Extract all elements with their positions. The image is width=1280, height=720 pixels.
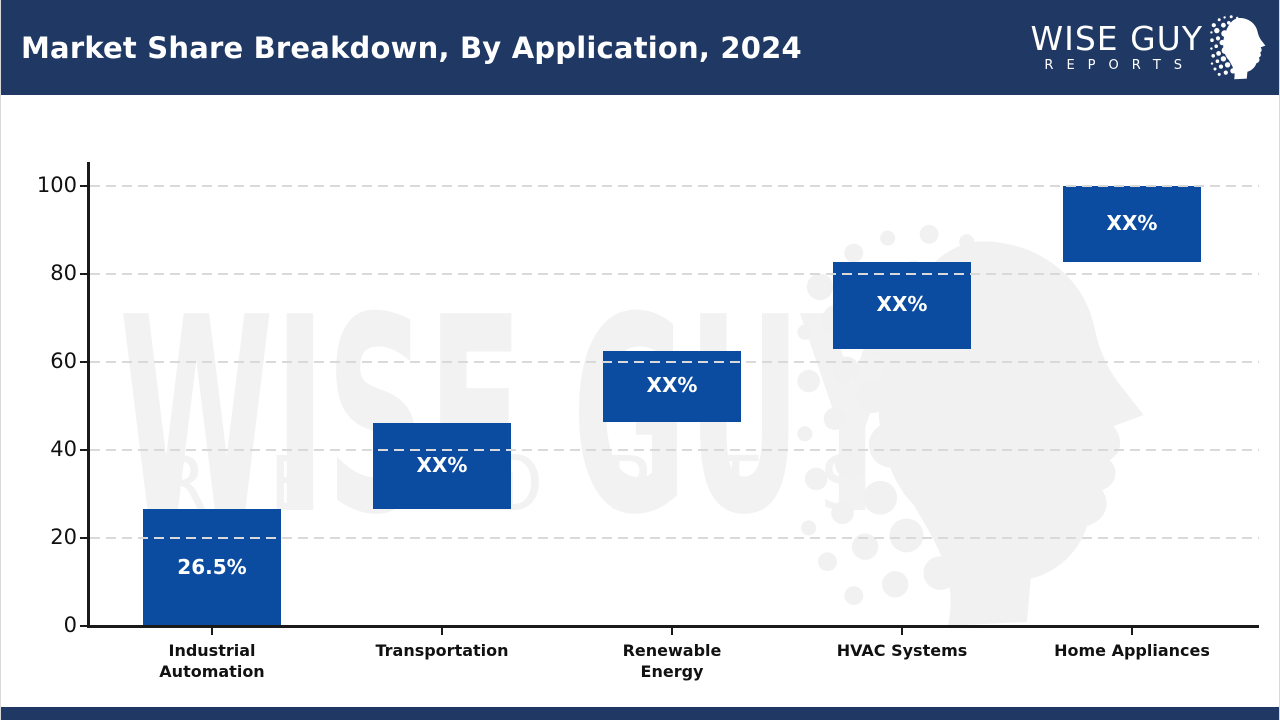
logo-wordmark: WISE GUY [1030, 19, 1203, 58]
y-gridline [90, 185, 1259, 187]
x-axis-category-label: Industrial Automation [159, 641, 265, 681]
wiseguy-logo: WISE GUY REPORTS [1030, 6, 1269, 90]
y-axis-line [87, 162, 90, 628]
y-tick [80, 625, 87, 627]
x-axis-category-label: Home Appliances [1054, 641, 1210, 660]
y-gridline [90, 361, 1259, 363]
bar [373, 423, 511, 510]
bar [143, 509, 281, 626]
bar-value-label: XX% [416, 453, 468, 478]
footer-bar [1, 707, 1279, 720]
bar-value-label: XX% [646, 373, 698, 398]
x-tick [1131, 627, 1133, 635]
y-tick-label: 20 [50, 525, 77, 549]
y-tick [80, 537, 87, 539]
logo-text: WISE GUY REPORTS [1030, 21, 1203, 75]
y-gridline [90, 273, 1259, 275]
x-axis-line [87, 625, 1259, 628]
y-tick [80, 185, 87, 187]
x-tick [441, 627, 443, 635]
bar [833, 262, 971, 349]
x-tick [671, 627, 673, 635]
y-gridline [90, 537, 1259, 539]
watermark-subtext: REPORTS [156, 441, 930, 527]
x-axis-category-label: HVAC Systems [836, 641, 968, 660]
chart-title: Market Share Breakdown, By Application, … [21, 30, 802, 65]
bar-value-label: 26.5% [177, 554, 247, 579]
y-tick [80, 273, 87, 275]
x-tick [901, 627, 903, 635]
bar [1063, 186, 1201, 263]
y-gridline [90, 449, 1259, 451]
plot-area: WISE GUY REPORTS 26.5% XX% XX% XX% XX% 0 20 40 6… [1, 95, 1279, 707]
wiseguy-head-icon [1210, 15, 1266, 80]
y-tick-label: 60 [50, 349, 77, 373]
x-axis-category-label: Renewable Energy [622, 641, 722, 681]
x-tick [211, 627, 213, 635]
y-tick-label: 0 [63, 613, 77, 637]
bar-value-label: XX% [1106, 211, 1158, 236]
header-bar: Market Share Breakdown, By Application, … [1, 0, 1279, 95]
y-tick [80, 361, 87, 363]
bar-value-label: XX% [876, 292, 928, 317]
x-axis-category-label: Transportation [375, 641, 509, 660]
y-tick-label: 80 [50, 261, 77, 285]
logo-subtext: REPORTS [1044, 58, 1196, 73]
y-tick-label: 40 [50, 437, 77, 461]
y-tick [80, 449, 87, 451]
y-tick-label: 100 [36, 173, 77, 197]
